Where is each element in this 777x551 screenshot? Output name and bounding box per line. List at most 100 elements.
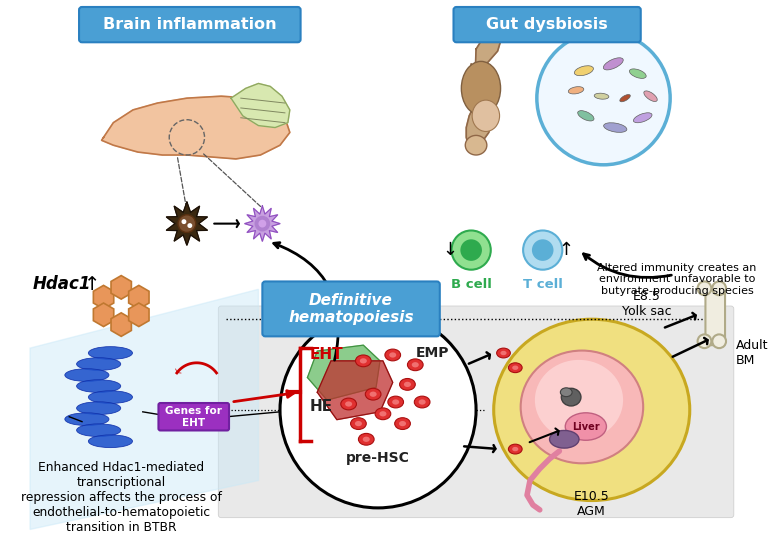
- FancyBboxPatch shape: [218, 306, 733, 518]
- Text: Definitive
hematopoiesis: Definitive hematopoiesis: [288, 293, 414, 325]
- Text: Gut dysbiosis: Gut dysbiosis: [486, 17, 608, 32]
- Ellipse shape: [64, 413, 109, 425]
- Ellipse shape: [356, 355, 371, 367]
- Text: EMP: EMP: [415, 346, 449, 360]
- Ellipse shape: [345, 401, 352, 407]
- Text: T cell: T cell: [523, 278, 563, 290]
- Ellipse shape: [604, 123, 627, 132]
- Ellipse shape: [399, 379, 415, 390]
- Ellipse shape: [363, 436, 370, 442]
- Ellipse shape: [395, 418, 410, 429]
- Text: E8.5
Yolk sac: E8.5 Yolk sac: [622, 290, 671, 318]
- Ellipse shape: [465, 136, 487, 155]
- Ellipse shape: [358, 434, 374, 445]
- Ellipse shape: [77, 402, 120, 414]
- Circle shape: [178, 215, 196, 233]
- Ellipse shape: [594, 93, 609, 99]
- Ellipse shape: [355, 421, 362, 426]
- Ellipse shape: [500, 351, 507, 355]
- Ellipse shape: [644, 91, 657, 101]
- Ellipse shape: [379, 411, 386, 417]
- Ellipse shape: [370, 392, 377, 397]
- FancyBboxPatch shape: [263, 282, 440, 336]
- Ellipse shape: [620, 95, 630, 102]
- Ellipse shape: [508, 444, 522, 454]
- Ellipse shape: [89, 435, 132, 447]
- Text: EHT: EHT: [309, 348, 343, 363]
- Circle shape: [280, 312, 476, 508]
- Circle shape: [255, 216, 270, 231]
- Ellipse shape: [472, 100, 500, 132]
- Text: Adult
BM: Adult BM: [736, 339, 768, 367]
- Text: HE: HE: [309, 399, 333, 414]
- Ellipse shape: [508, 363, 522, 372]
- Ellipse shape: [350, 418, 366, 429]
- Ellipse shape: [360, 358, 367, 364]
- Ellipse shape: [577, 111, 594, 121]
- Ellipse shape: [414, 396, 430, 408]
- Ellipse shape: [535, 360, 623, 440]
- Ellipse shape: [77, 424, 120, 436]
- Circle shape: [451, 230, 491, 269]
- Ellipse shape: [462, 61, 500, 115]
- FancyBboxPatch shape: [706, 290, 725, 345]
- Circle shape: [523, 230, 563, 269]
- Ellipse shape: [497, 348, 510, 358]
- Text: pre-HSC: pre-HSC: [346, 451, 410, 465]
- Ellipse shape: [399, 421, 406, 426]
- Polygon shape: [245, 206, 280, 241]
- Circle shape: [713, 282, 726, 295]
- Ellipse shape: [549, 430, 579, 448]
- Ellipse shape: [389, 352, 396, 358]
- Polygon shape: [30, 289, 259, 530]
- Text: Enhanced Hdac1-mediated
transcriptional
repression affects the process of
endoth: Enhanced Hdac1-mediated transcriptional …: [21, 461, 221, 534]
- Ellipse shape: [385, 349, 401, 361]
- Text: Genes for
EHT: Genes for EHT: [166, 406, 222, 428]
- Polygon shape: [466, 35, 500, 147]
- Text: ↑: ↑: [559, 241, 573, 259]
- Ellipse shape: [512, 447, 518, 451]
- Ellipse shape: [633, 113, 652, 123]
- Ellipse shape: [64, 369, 109, 381]
- Ellipse shape: [407, 359, 423, 371]
- FancyBboxPatch shape: [159, 403, 229, 430]
- Ellipse shape: [412, 362, 419, 368]
- Circle shape: [698, 282, 711, 295]
- Text: B cell: B cell: [451, 278, 492, 290]
- Polygon shape: [231, 83, 290, 128]
- Text: Brain inflammation: Brain inflammation: [103, 17, 277, 32]
- FancyBboxPatch shape: [79, 7, 301, 42]
- Ellipse shape: [89, 347, 132, 359]
- Polygon shape: [308, 345, 380, 400]
- Circle shape: [713, 334, 726, 348]
- Text: Altered immunity creates an
environment unfavorable to
butyrate-producing specie: Altered immunity creates an environment …: [598, 263, 757, 296]
- Ellipse shape: [521, 350, 643, 463]
- Polygon shape: [102, 96, 290, 159]
- Ellipse shape: [512, 365, 518, 370]
- Ellipse shape: [574, 66, 594, 75]
- Ellipse shape: [404, 382, 411, 387]
- Text: E10.5
AGM: E10.5 AGM: [574, 490, 610, 518]
- Text: ↑: ↑: [84, 275, 100, 294]
- Circle shape: [537, 31, 670, 165]
- Ellipse shape: [561, 388, 581, 406]
- Circle shape: [182, 219, 186, 224]
- Circle shape: [532, 239, 553, 261]
- Ellipse shape: [341, 398, 357, 410]
- Ellipse shape: [419, 399, 426, 404]
- Ellipse shape: [493, 319, 690, 500]
- Ellipse shape: [365, 388, 381, 400]
- Ellipse shape: [375, 408, 391, 420]
- Circle shape: [461, 239, 482, 261]
- Ellipse shape: [388, 396, 403, 408]
- Ellipse shape: [77, 380, 120, 392]
- Ellipse shape: [392, 399, 399, 404]
- Polygon shape: [166, 202, 207, 245]
- Circle shape: [259, 220, 267, 228]
- Circle shape: [187, 223, 192, 228]
- Text: Liver: Liver: [572, 422, 600, 431]
- Ellipse shape: [560, 388, 572, 397]
- Ellipse shape: [565, 413, 606, 440]
- Ellipse shape: [604, 58, 623, 70]
- Polygon shape: [540, 108, 549, 126]
